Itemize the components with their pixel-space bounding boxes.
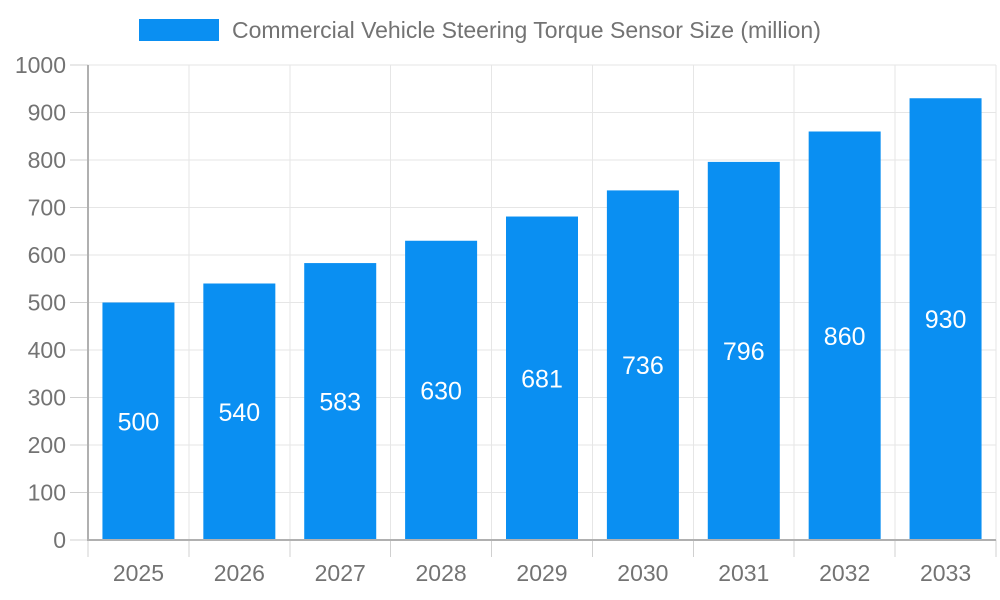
x-axis-label-2027: 2027 (315, 560, 366, 586)
x-axis-label-2029: 2029 (516, 560, 567, 586)
bar-value-2026: 540 (218, 399, 260, 427)
bar-value-2030: 736 (622, 352, 664, 380)
bar-2033[interactable] (909, 98, 982, 540)
bar-2031[interactable] (707, 161, 780, 540)
x-axis-label-2025: 2025 (113, 560, 164, 586)
y-axis-label: 600 (28, 242, 66, 268)
bar-2026[interactable] (203, 283, 276, 541)
y-axis-label: 400 (28, 337, 66, 363)
x-axis-label-2028: 2028 (416, 560, 467, 586)
y-axis-label: 900 (28, 100, 66, 126)
y-axis-label: 200 (28, 432, 66, 458)
y-axis-label: 500 (28, 290, 66, 316)
x-axis-label-2032: 2032 (819, 560, 870, 586)
bar-2032[interactable] (808, 131, 881, 541)
bar-2029[interactable] (506, 216, 578, 540)
bar-2025[interactable] (102, 302, 175, 541)
bar-value-2025: 500 (118, 408, 160, 436)
x-axis-label-2033: 2033 (920, 560, 971, 586)
bar-value-2028: 630 (420, 377, 462, 405)
x-axis-label-2030: 2030 (617, 560, 668, 586)
legend-label: Commercial Vehicle Steering Torque Senso… (232, 16, 821, 43)
bar-value-2032: 860 (824, 323, 866, 351)
x-axis-label-2026: 2026 (214, 560, 265, 586)
y-axis-label: 100 (28, 480, 66, 506)
bar-value-2031: 796 (723, 338, 765, 366)
legend-swatch (139, 19, 219, 41)
bar-value-2027: 583 (319, 389, 361, 417)
legend-item[interactable]: Commercial Vehicle Steering Torque Senso… (139, 17, 821, 43)
bar-2028[interactable] (405, 240, 478, 540)
bar-2027[interactable] (304, 263, 377, 540)
bar-2030[interactable] (606, 190, 679, 540)
y-axis-label: 300 (28, 385, 66, 411)
bar-value-2033: 930 (925, 306, 967, 334)
y-axis-label: 1000 (15, 52, 66, 78)
x-axis-label-2031: 2031 (718, 560, 769, 586)
bar-value-2029: 681 (521, 365, 563, 393)
y-axis-label: 0 (53, 527, 66, 553)
y-axis-label: 700 (28, 195, 66, 221)
y-axis-label: 800 (28, 147, 66, 173)
